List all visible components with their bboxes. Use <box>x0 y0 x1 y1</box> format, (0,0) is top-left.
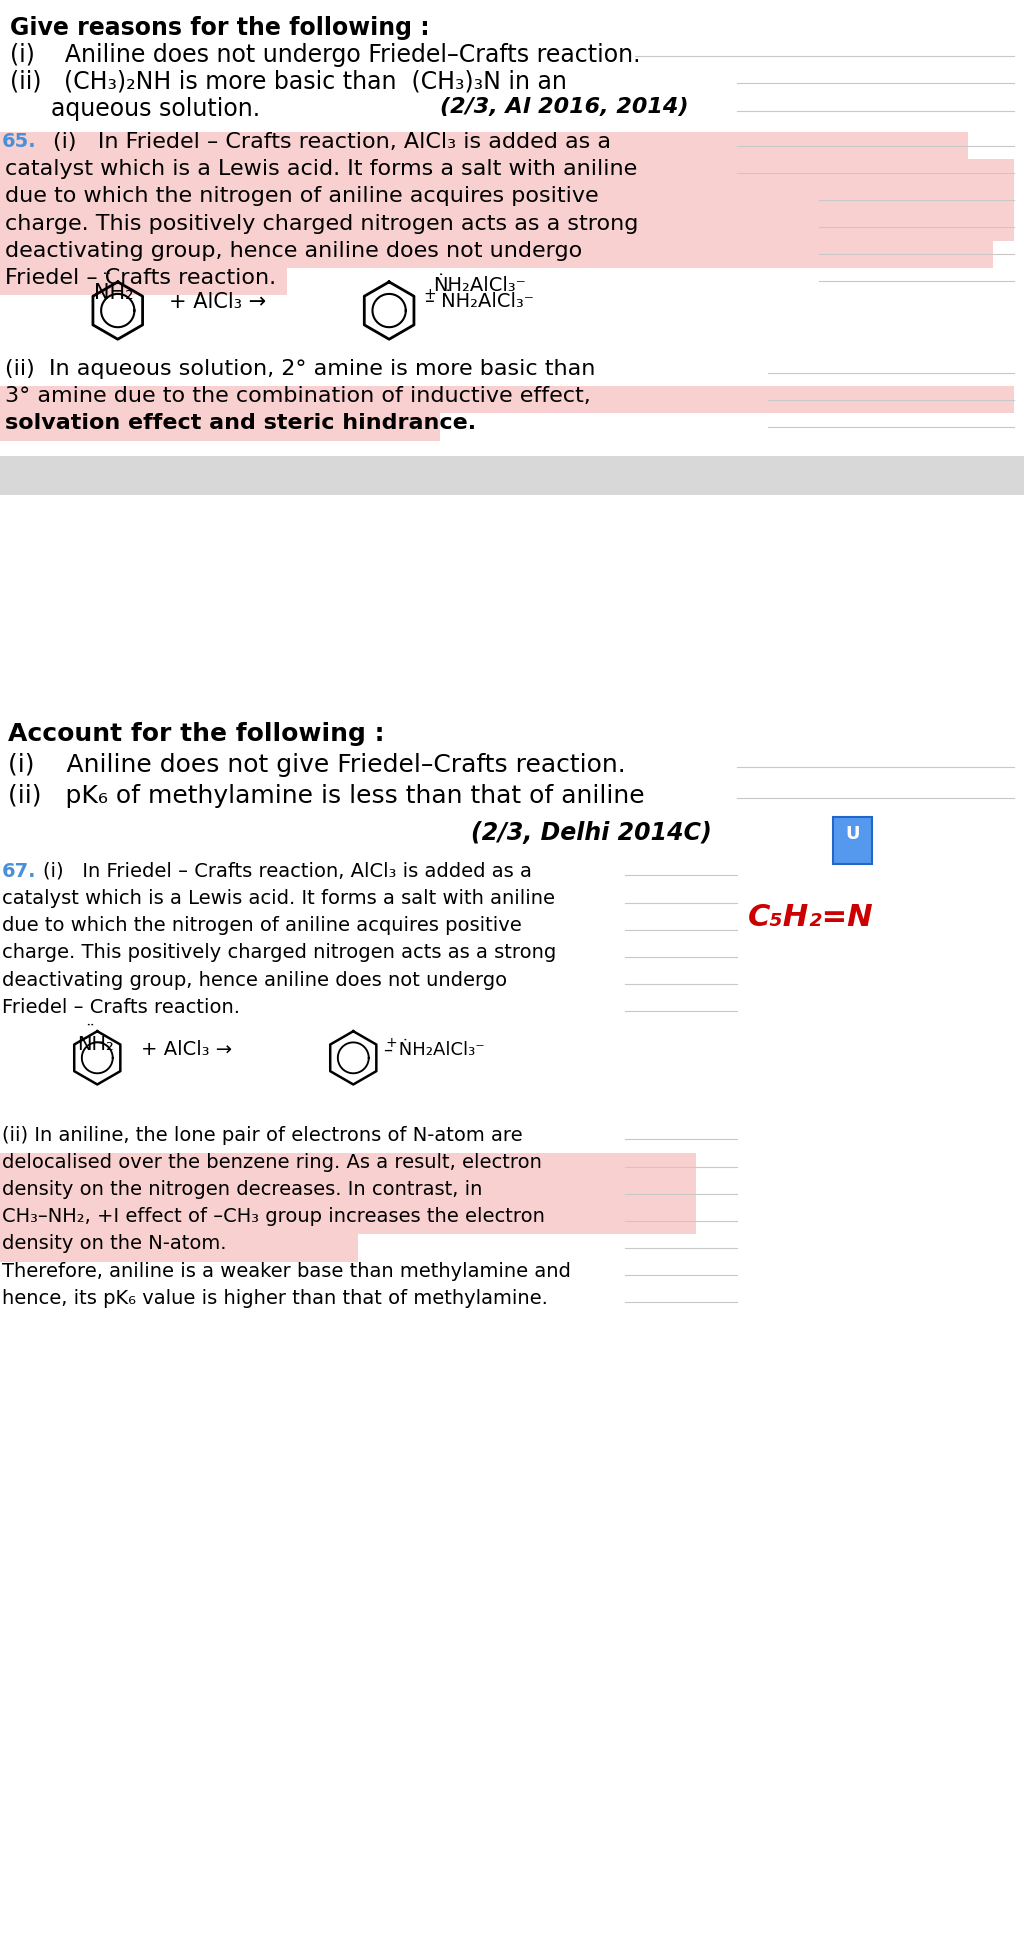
Text: deactivating group, hence aniline does not undergo: deactivating group, hence aniline does n… <box>2 970 507 990</box>
FancyBboxPatch shape <box>0 159 1014 186</box>
FancyBboxPatch shape <box>0 1207 696 1234</box>
Text: – ṄH₂AlCl₃⁻: – ṄH₂AlCl₃⁻ <box>425 293 534 311</box>
Text: +: + <box>423 287 435 303</box>
Text: deactivating group, hence aniline does not undergo: deactivating group, hence aniline does n… <box>5 241 583 260</box>
FancyBboxPatch shape <box>0 186 1014 214</box>
Text: NH₂: NH₂ <box>94 283 134 303</box>
Text: (i)   In Friedel – Crafts reaction, AlCl₃ is added as a: (i) In Friedel – Crafts reaction, AlCl₃ … <box>43 862 531 881</box>
Text: solvation effect and steric hindrance.: solvation effect and steric hindrance. <box>5 413 476 433</box>
Text: (ii)  In aqueous solution, 2° amine is more basic than: (ii) In aqueous solution, 2° amine is mo… <box>5 359 596 378</box>
FancyBboxPatch shape <box>0 456 1024 495</box>
Text: (i)    Aniline does not give Friedel–Crafts reaction.: (i) Aniline does not give Friedel–Crafts… <box>8 753 626 776</box>
Text: Give reasons for the following :: Give reasons for the following : <box>10 16 430 39</box>
Text: density on the N-atom.: density on the N-atom. <box>2 1234 226 1254</box>
Text: catalyst which is a Lewis acid. It forms a salt with aniline: catalyst which is a Lewis acid. It forms… <box>5 159 637 179</box>
Text: (2/3, Delhi 2014C): (2/3, Delhi 2014C) <box>471 821 712 844</box>
FancyBboxPatch shape <box>0 1153 696 1180</box>
Text: 3° amine due to the combination of inductive effect,: 3° amine due to the combination of induc… <box>5 386 591 406</box>
Text: due to which the nitrogen of aniline acquires positive: due to which the nitrogen of aniline acq… <box>2 916 522 936</box>
Text: Friedel – Crafts reaction.: Friedel – Crafts reaction. <box>5 268 276 287</box>
FancyBboxPatch shape <box>0 132 968 159</box>
Text: U: U <box>845 825 860 842</box>
Text: charge. This positively charged nitrogen acts as a strong: charge. This positively charged nitrogen… <box>5 214 639 233</box>
Text: catalyst which is a Lewis acid. It forms a salt with aniline: catalyst which is a Lewis acid. It forms… <box>2 889 555 908</box>
Text: delocalised over the benzene ring. As a result, electron: delocalised over the benzene ring. As a … <box>2 1153 542 1172</box>
Text: Account for the following :: Account for the following : <box>8 722 385 745</box>
Text: 65.: 65. <box>2 132 37 151</box>
Text: NH₂: NH₂ <box>77 1035 114 1054</box>
Text: charge. This positively charged nitrogen acts as a strong: charge. This positively charged nitrogen… <box>2 943 556 963</box>
FancyBboxPatch shape <box>0 1234 358 1262</box>
Text: (2/3, Al 2016, 2014): (2/3, Al 2016, 2014) <box>440 97 689 116</box>
FancyBboxPatch shape <box>0 268 287 295</box>
Text: 67.: 67. <box>2 862 37 881</box>
Text: – ṄH₂AlCl₃⁻: – ṄH₂AlCl₃⁻ <box>384 1040 484 1060</box>
Text: + AlCl₃ →: + AlCl₃ → <box>141 1040 232 1060</box>
Text: hence, its pK₆ value is higher than that of methylamine.: hence, its pK₆ value is higher than that… <box>2 1289 548 1308</box>
Text: C₅H₂=N: C₅H₂=N <box>748 903 873 932</box>
Text: aqueous solution.: aqueous solution. <box>51 97 260 120</box>
FancyBboxPatch shape <box>0 1180 696 1207</box>
Text: Therefore, aniline is a weaker base than methylamine and: Therefore, aniline is a weaker base than… <box>2 1262 571 1281</box>
Text: due to which the nitrogen of aniline acquires positive: due to which the nitrogen of aniline acq… <box>5 186 599 206</box>
Text: (i)   In Friedel – Crafts reaction, AlCl₃ is added as a: (i) In Friedel – Crafts reaction, AlCl₃ … <box>53 132 611 151</box>
Text: Friedel – Crafts reaction.: Friedel – Crafts reaction. <box>2 998 240 1017</box>
FancyBboxPatch shape <box>0 386 1014 413</box>
Text: (i)    Aniline does not undergo Friedel–Crafts reaction.: (i) Aniline does not undergo Friedel–Cra… <box>10 43 641 66</box>
Text: (ii)   (CH₃)₂NH is more basic than  (CH₃)₃N in an: (ii) (CH₃)₂NH is more basic than (CH₃)₃N… <box>10 70 567 93</box>
Text: (ii)   pK₆ of methylamine is less than that of aniline: (ii) pK₆ of methylamine is less than tha… <box>8 784 645 807</box>
Text: ¨: ¨ <box>102 272 112 291</box>
Text: CH₃–NH₂, +I effect of –CH₃ group increases the electron: CH₃–NH₂, +I effect of –CH₃ group increas… <box>2 1207 545 1227</box>
Text: ṄH₂AlCl₃⁻: ṄH₂AlCl₃⁻ <box>433 276 526 295</box>
FancyBboxPatch shape <box>833 817 872 864</box>
Text: ¨: ¨ <box>85 1023 94 1040</box>
Text: +: + <box>385 1036 396 1050</box>
FancyBboxPatch shape <box>0 214 1014 241</box>
Text: density on the nitrogen decreases. In contrast, in: density on the nitrogen decreases. In co… <box>2 1180 482 1200</box>
Text: (ii) In aniline, the lone pair of electrons of N-atom are: (ii) In aniline, the lone pair of electr… <box>2 1126 522 1145</box>
Text: + AlCl₃ →: + AlCl₃ → <box>169 291 266 313</box>
FancyBboxPatch shape <box>0 241 993 268</box>
FancyBboxPatch shape <box>0 413 440 441</box>
